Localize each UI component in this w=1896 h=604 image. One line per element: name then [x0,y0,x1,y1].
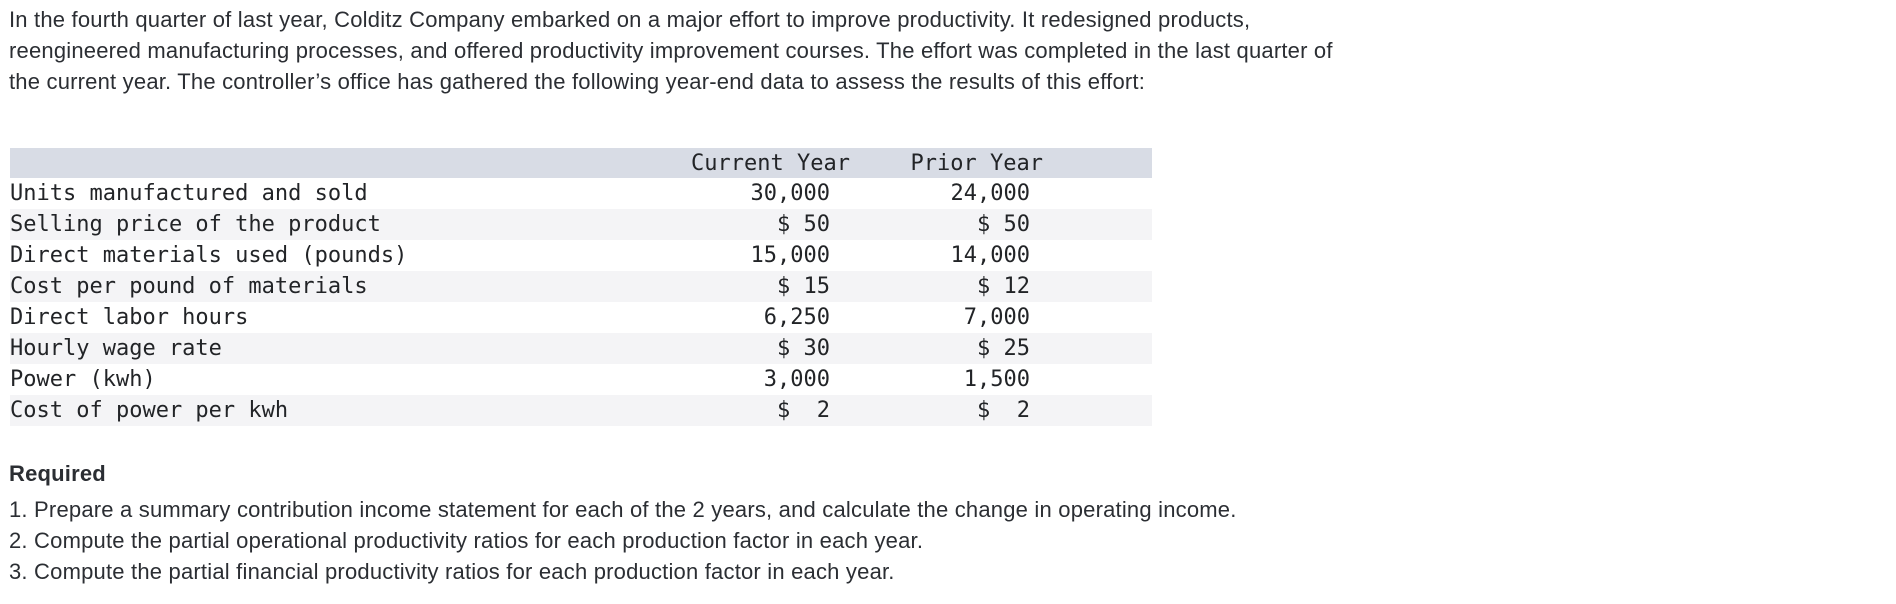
current-year-value: 15,000 [750,243,830,268]
row-label: Power (kwh) [10,367,156,392]
table-row: Hourly wage rate $ 30 $ 25 [10,333,1152,364]
prior-year-value: $ 25 [977,336,1030,361]
spacer-cell [1043,395,1152,426]
table-row: Power (kwh) 3,000 1,500 [10,364,1152,395]
row-label: Direct labor hours [10,305,249,330]
row-label: Direct materials used (pounds) [10,243,408,268]
table-row: Direct materials used (pounds) 15,000 14,0… [10,240,1152,271]
required-heading: Required [9,461,106,486]
row-label: Cost of power per kwh [10,398,289,423]
row-label: Selling price of the product [10,212,381,237]
row-label: Cost per pound of materials [10,274,368,299]
prior-year-value: $ 2 [977,398,1030,423]
current-year-column-header: Current Year [691,150,850,176]
current-year-value: 6,250 [763,305,830,330]
current-year-value: $ 30 [777,336,830,361]
spacer-cell [1043,333,1152,364]
table-row: Cost per pound of materials $ 15 $ 12 [10,271,1152,302]
year-end-data-table: Current Year Prior Year Units manufactur… [10,148,1152,426]
spacer-cell [1043,178,1152,209]
label-column-header [10,148,590,178]
spacer-cell [1043,271,1152,302]
prior-year-value: $ 12 [977,274,1030,299]
prior-year-value: 1,500 [963,367,1030,392]
current-year-value: $ 15 [777,274,830,299]
prior-year-value: 14,000 [950,243,1030,268]
spacer-column-header [1043,148,1152,178]
spacer-cell [1043,364,1152,395]
current-year-value: $ 50 [777,212,830,237]
prior-year-value: $ 50 [977,212,1030,237]
row-label: Hourly wage rate [10,336,222,361]
current-year-value: $ 2 [777,398,830,423]
prior-year-value: 7,000 [963,305,1030,330]
required-item: 1. Prepare a summary contribution income… [9,497,1237,522]
spacer-cell [1043,240,1152,271]
required-item: 2. Compute the partial operational produ… [9,528,924,553]
prior-year-column-header: Prior Year [910,150,1043,176]
table-row: Direct labor hours 6,250 7,000 [10,302,1152,333]
current-year-value: 3,000 [763,367,830,392]
spacer-cell [1043,209,1152,240]
table-row: Units manufactured and sold 30,000 24,000 [10,178,1152,209]
prior-year-value: 24,000 [950,181,1030,206]
row-label: Units manufactured and sold [10,181,368,206]
table-row: Cost of power per kwh $ 2 $ 2 [10,395,1152,426]
table-row: Selling price of the product $ 50 $ 50 [10,209,1152,240]
current-year-value: 30,000 [750,181,830,206]
table-header-row: Current Year Prior Year [10,148,1152,178]
intro-paragraph: In the fourth quarter of last year, Cold… [9,7,1333,94]
spacer-cell [1043,302,1152,333]
required-list: 1. Prepare a summary contribution income… [9,494,1879,587]
required-item: 3. Compute the partial financial product… [9,559,895,584]
